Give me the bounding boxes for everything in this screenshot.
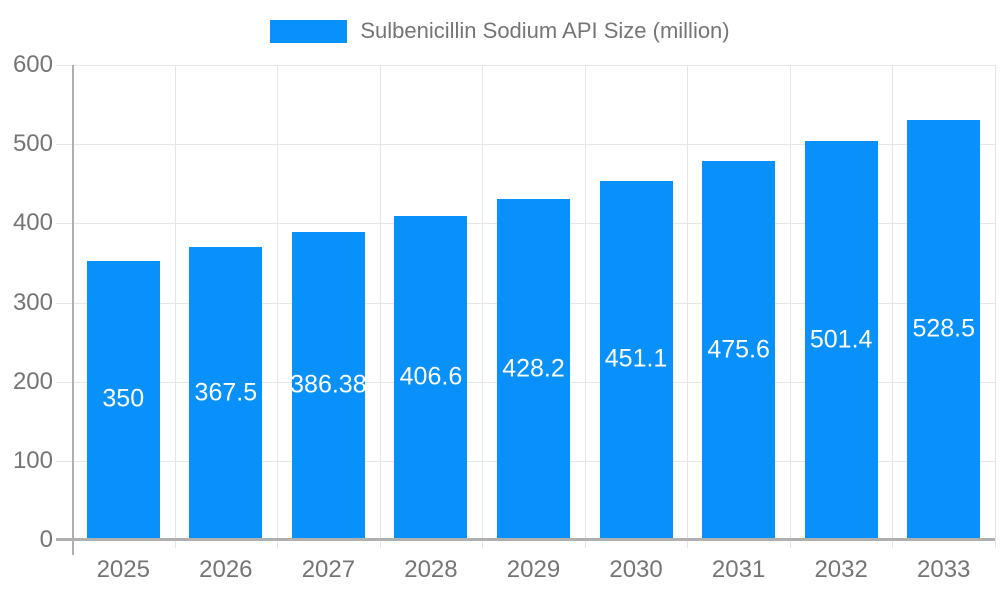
bar: 386.38 (290, 232, 367, 538)
x-axis-tick-label: 2032 (814, 556, 868, 583)
vertical-gridline (379, 65, 381, 548)
bar: 406.6 (394, 216, 468, 538)
bar: 528.5 (907, 119, 981, 538)
bar-value-label: 501.4 (809, 325, 873, 354)
y-axis-tick-label: 200 (12, 367, 53, 395)
horizontal-gridline (56, 144, 995, 146)
vertical-gridline (277, 65, 279, 548)
horizontal-gridline (56, 65, 995, 66)
x-axis-labels: 2025 2026 2027 2028 2029 2030 2031 2032 2033 (72, 556, 995, 588)
bar: 475.6 (702, 161, 776, 538)
bar-value-label: 386.38 (290, 370, 367, 399)
y-axis-tick-label: 100 (12, 446, 53, 474)
y-axis-tick-label: 400 (12, 209, 53, 237)
vertical-gridline (174, 65, 176, 548)
x-axis-tick-label: 2027 (301, 556, 356, 583)
vertical-gridline (584, 65, 586, 548)
vertical-gridline (995, 65, 996, 548)
x-axis-tick-label: 2026 (199, 556, 253, 583)
y-axis-tick-label: 0 (39, 526, 53, 553)
bar: 350 (86, 260, 160, 538)
bar-value-label: 350 (102, 384, 145, 413)
vertical-gridline (789, 65, 791, 548)
x-axis-tick-label: 2028 (404, 556, 458, 583)
bar-value-label: 475.6 (707, 335, 770, 364)
bar-value-label: 428.2 (502, 354, 565, 382)
bar: 451.1 (599, 180, 673, 538)
x-axis-line (56, 538, 995, 541)
plot-area: 350 367.5 386.38 406.6 428.2 451.1 475.6 501.4 5… (56, 65, 996, 555)
vertical-gridline (687, 65, 689, 548)
x-axis-tick-label: 2030 (609, 556, 663, 583)
bar-value-label: 528.5 (912, 314, 975, 343)
y-axis-tick-label: 500 (12, 130, 53, 158)
x-axis-tick-label: 2029 (506, 556, 561, 583)
x-axis-tick-label: 2033 (917, 556, 971, 583)
bar-value-label: 367.5 (194, 378, 258, 407)
x-axis-tick-label: 2031 (711, 556, 766, 583)
y-axis-line (72, 65, 74, 555)
legend-label: Sulbenicillin Sodium API Size (million) (360, 18, 730, 43)
bar: 428.2 (497, 199, 570, 538)
bar-value-label: 451.1 (604, 344, 668, 373)
bar: 501.4 (804, 141, 878, 538)
y-axis-labels: 0 100 200 300 400 500 600 (0, 51, 53, 553)
x-axis-tick-label: 2025 (96, 556, 150, 583)
bar-value-label: 406.6 (399, 362, 463, 391)
legend-swatch-icon (270, 19, 348, 43)
bar: 367.5 (189, 247, 263, 538)
vertical-gridline (892, 65, 894, 548)
vertical-gridline (482, 65, 484, 548)
y-axis-tick-label: 600 (12, 51, 53, 78)
legend[interactable]: Sulbenicillin Sodium API Size (million) (0, 12, 1000, 50)
y-axis-tick-label: 300 (12, 288, 53, 316)
